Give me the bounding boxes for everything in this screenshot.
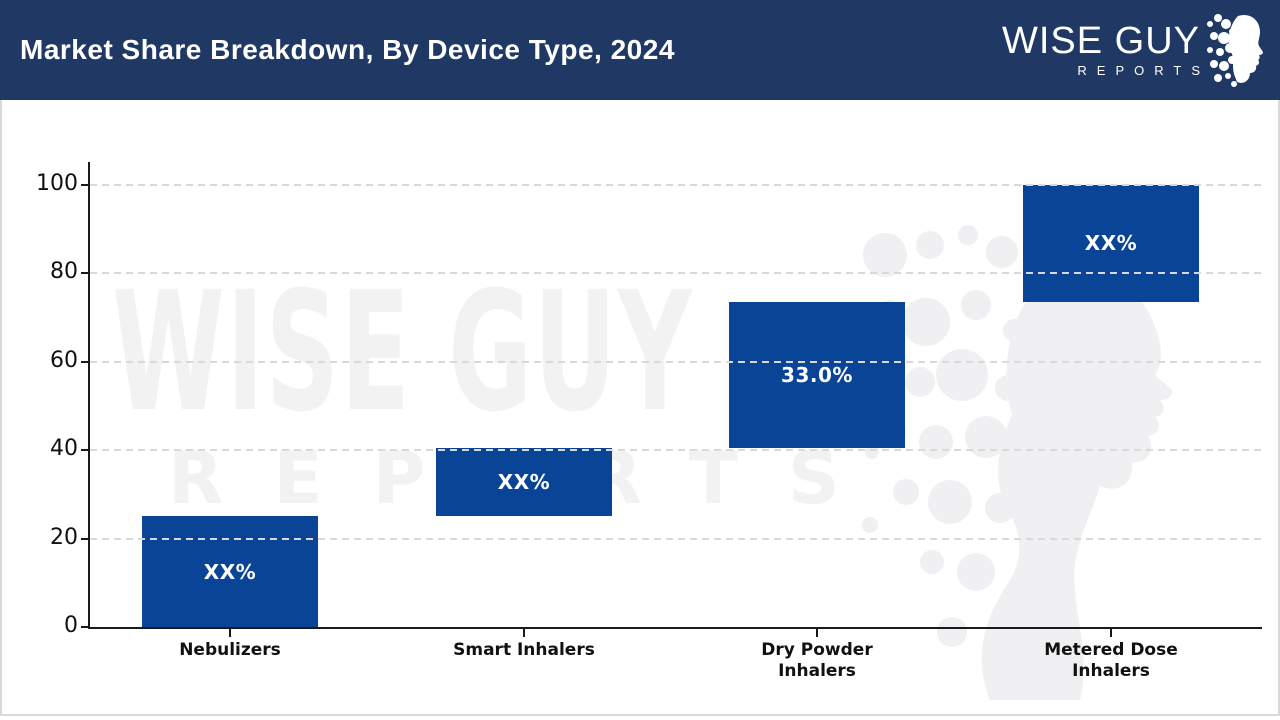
bar-metered-dose-inhalers: XX% <box>1023 184 1199 302</box>
x-category-label-nebulizers: Nebulizers <box>179 640 281 660</box>
y-tick-mark-80 <box>81 272 88 274</box>
x-tick-mark-metered-dose <box>1110 629 1112 637</box>
bar-nebulizers: XX% <box>142 516 318 627</box>
x-category-label-metered-dose: Metered Dose Inhalers <box>1044 640 1178 682</box>
y-tick-label-20: 20 <box>50 524 78 550</box>
y-tick-mark-60 <box>81 360 88 363</box>
logo-text: WISE GUY REPORTS <box>1002 22 1200 78</box>
x-tick-mark-nebulizers <box>229 629 231 637</box>
logo-subtext: REPORTS <box>1077 63 1210 78</box>
y-tick-mark-0 <box>81 626 88 628</box>
bar-smart-inhalers: XX% <box>436 447 612 517</box>
right-border-line <box>1278 100 1280 716</box>
x-axis-line <box>88 627 1262 629</box>
y-tick-label-0: 0 <box>64 613 78 638</box>
gridline-100 <box>90 183 1262 186</box>
header-bar: Market Share Breakdown, By Device Type, … <box>0 0 1280 100</box>
bar-value-label: XX% <box>497 470 551 495</box>
y-tick-label-60: 60 <box>50 347 78 373</box>
x-tick-mark-dry-powder <box>816 629 818 637</box>
logo-wordmark: WISE GUY <box>1001 20 1200 62</box>
gridline-80 <box>90 272 1262 274</box>
y-axis-line <box>88 162 90 627</box>
bar-dry-powder-inhalers: 33.0% <box>729 301 905 448</box>
chart-title: Market Share Breakdown, By Device Type, … <box>20 34 675 65</box>
y-tick-mark-20 <box>81 537 88 540</box>
left-border-line <box>0 100 2 716</box>
gridline-20 <box>90 537 1262 540</box>
bar-value-label: XX% <box>1084 231 1138 256</box>
y-tick-label-80: 80 <box>50 259 78 284</box>
gridline-40 <box>90 449 1262 451</box>
y-tick-mark-40 <box>81 449 88 451</box>
watermark-wordmark: WISE GUY <box>112 256 694 448</box>
y-tick-label-40: 40 <box>50 436 78 461</box>
x-category-label-dry-powder: Dry Powder Inhalers <box>761 640 873 682</box>
y-tick-mark-100 <box>81 183 88 186</box>
wise-guy-logo: WISE GUY REPORTS <box>1002 8 1268 92</box>
x-tick-mark-smart-inhalers <box>523 629 525 637</box>
y-tick-label-100: 100 <box>36 170 78 196</box>
gridline-60 <box>90 360 1262 363</box>
bar-value-label: 33.0% <box>781 362 853 387</box>
logo-head-icon <box>1207 14 1263 87</box>
x-category-label-smart-inhalers: Smart Inhalers <box>453 640 595 660</box>
bottom-border-line <box>0 714 1280 716</box>
bar-value-label: XX% <box>203 559 257 584</box>
